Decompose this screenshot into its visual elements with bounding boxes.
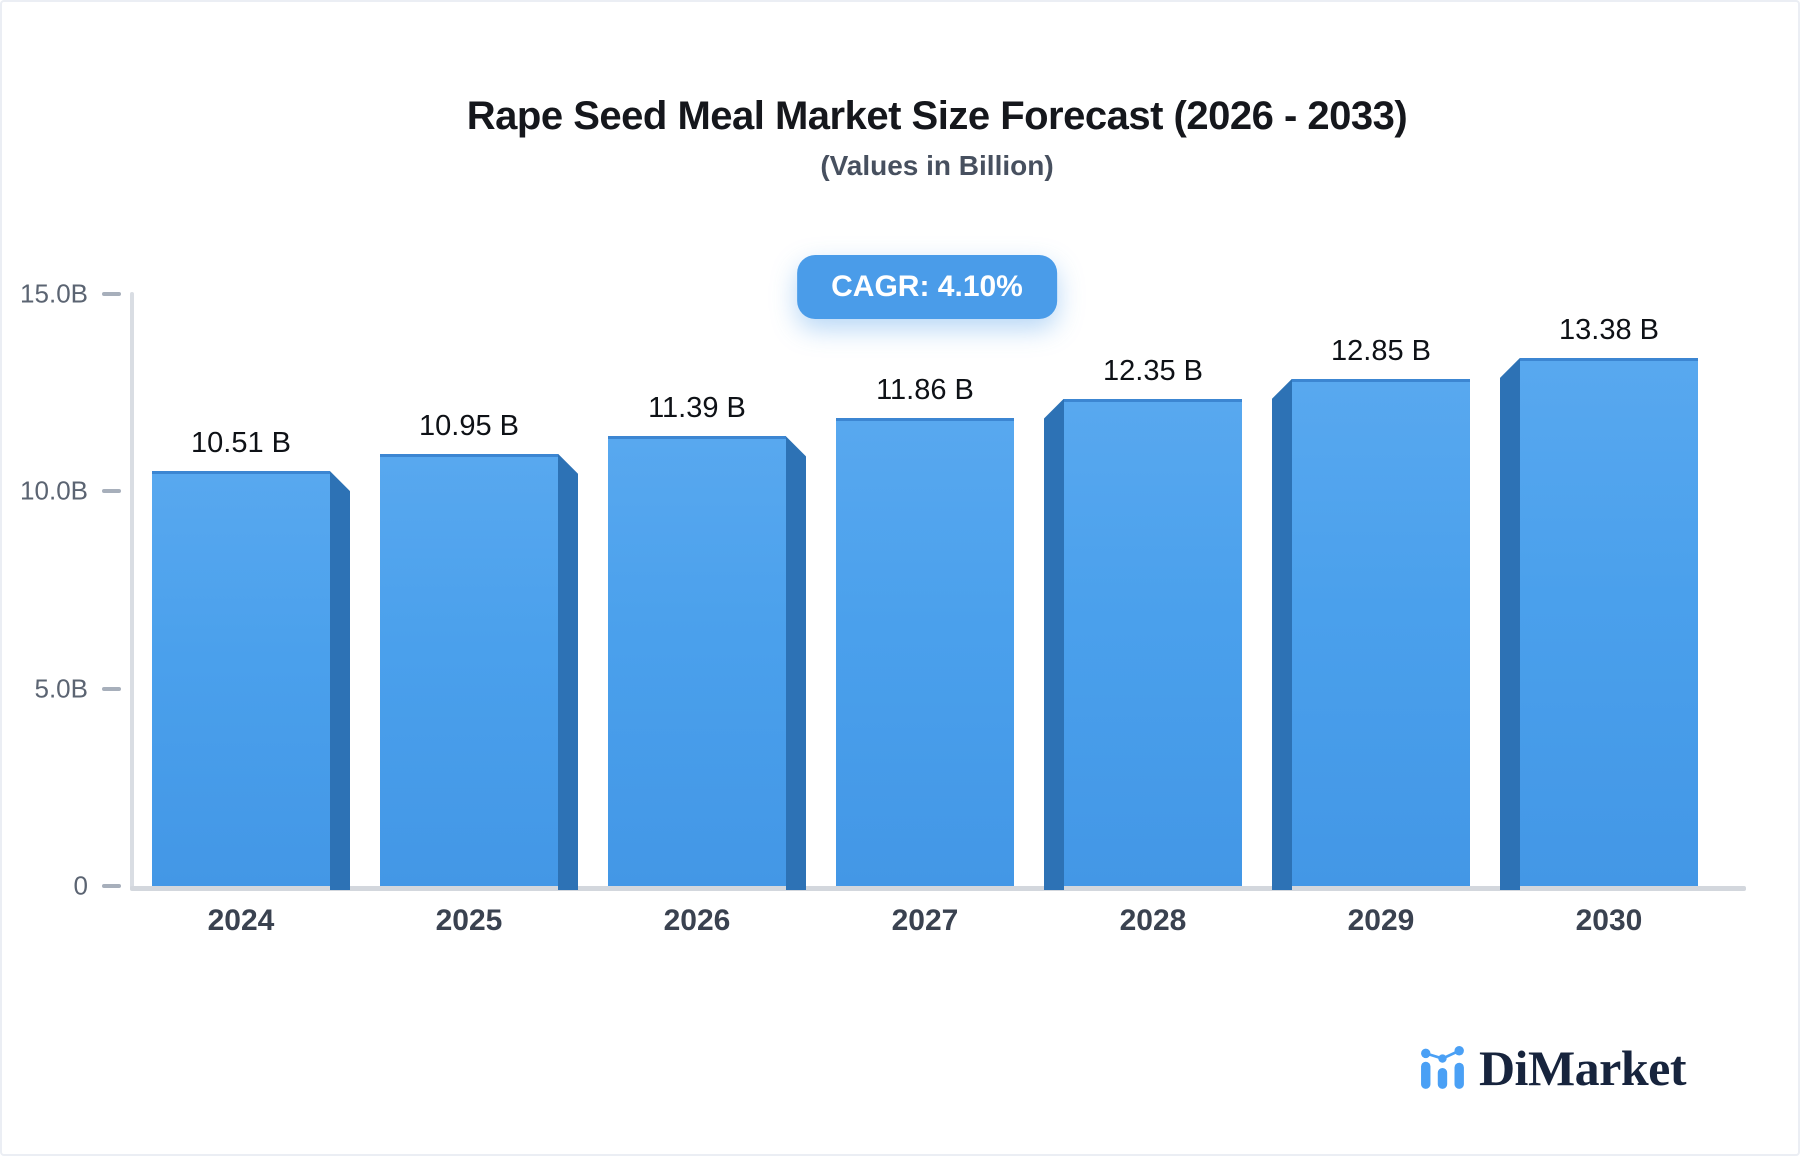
cagr-badge: CAGR: 4.10% <box>797 255 1057 319</box>
bar-2029 <box>1292 378 1470 886</box>
x-axis-label-2029: 2029 <box>1347 904 1415 937</box>
x-axis-baseline <box>130 886 1746 891</box>
bar-value-label: 11.86 B <box>876 373 974 406</box>
y-axis-tick-label: 0 <box>73 870 88 901</box>
bar-value-label: 12.85 B <box>1331 334 1431 367</box>
brand-logo-text: DiMarket <box>1478 1040 1687 1096</box>
x-axis-label-2024: 2024 <box>207 904 275 937</box>
bar-side-2025 <box>558 453 578 890</box>
bar-2028 <box>1064 398 1242 886</box>
bar-side-2030 <box>1500 357 1520 890</box>
brand-logo: DiMarket <box>1420 1040 1687 1096</box>
x-axis-label-2025: 2025 <box>435 904 503 937</box>
x-axis-label-2028: 2028 <box>1119 904 1187 937</box>
bar-value-label: 13.38 B <box>1559 313 1659 346</box>
bar-side-2026 <box>786 436 806 890</box>
bar-side-2024 <box>330 471 350 890</box>
bar-2026 <box>608 436 786 886</box>
y-axis-tick-label: 5.0B <box>34 673 89 704</box>
bar-2030 <box>1520 357 1698 886</box>
x-axis-label-2026: 2026 <box>663 904 731 937</box>
bar-2025 <box>380 453 558 886</box>
bar-2024 <box>152 471 330 886</box>
bar-side-2029 <box>1272 378 1292 890</box>
y-axis-tick-dash <box>102 489 121 494</box>
bar-2027 <box>836 417 1014 886</box>
y-axis-tick-label: 15.0B <box>20 278 88 309</box>
chart-title: Rape Seed Meal Market Size Forecast (202… <box>466 94 1408 138</box>
x-axis-label-2030: 2030 <box>1575 904 1643 937</box>
x-axis-label-2027: 2027 <box>891 904 959 937</box>
bar-side-2028 <box>1044 398 1064 890</box>
y-axis-tick-dash <box>102 686 121 691</box>
bar-value-label: 11.39 B <box>648 392 746 425</box>
y-axis-tick-label: 10.0B <box>20 475 88 506</box>
y-axis-tick-dash <box>102 884 121 888</box>
chart-subtitle: (Values in Billion) <box>820 150 1054 181</box>
bar-value-label: 10.51 B <box>191 427 291 460</box>
y-axis-line <box>130 292 134 890</box>
bar-value-label: 10.95 B <box>419 409 519 442</box>
bar-value-label: 12.35 B <box>1103 354 1203 387</box>
bar-chart-with-dots-icon <box>1420 1046 1464 1089</box>
y-axis-tick-dash <box>102 291 121 296</box>
